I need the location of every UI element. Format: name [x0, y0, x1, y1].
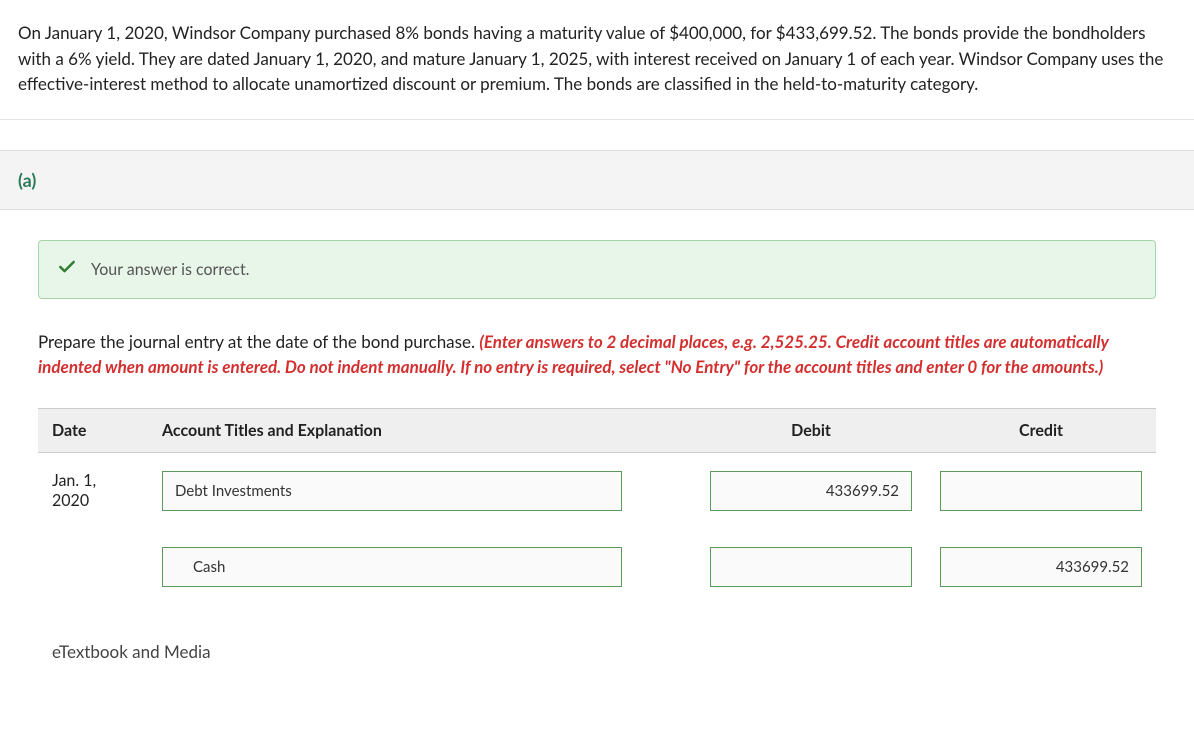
account-cell: Debt Investments: [148, 463, 696, 519]
debit-cell: [696, 539, 926, 595]
col-header-debit: Debit: [696, 409, 926, 452]
account-input[interactable]: Cash: [162, 547, 622, 587]
credit-input[interactable]: 433699.52: [940, 547, 1142, 587]
credit-value: 433699.52: [1056, 558, 1129, 576]
col-header-account: Account Titles and Explanation: [148, 409, 696, 452]
table-row: Cash 433699.52: [38, 529, 1156, 605]
col-header-credit: Credit: [926, 409, 1156, 452]
part-header: (a): [0, 150, 1194, 210]
part-body: Your answer is correct. Prepare the jour…: [0, 210, 1194, 672]
date-cell: Jan. 1, 2020: [38, 463, 148, 513]
col-header-date: Date: [38, 409, 148, 452]
instructions: Prepare the journal entry at the date of…: [38, 329, 1156, 380]
etextbook-media-link[interactable]: eTextbook and Media: [38, 633, 1156, 662]
date-line1: Jan. 1,: [52, 471, 96, 490]
check-icon: [57, 257, 77, 282]
instructions-black: Prepare the journal entry at the date of…: [38, 331, 479, 352]
question-text: On January 1, 2020, Windsor Company purc…: [0, 0, 1194, 120]
debit-value: 433699.52: [826, 482, 899, 500]
answer-correct-banner: Your answer is correct.: [38, 240, 1156, 299]
date-cell: [38, 539, 148, 547]
account-value: Cash: [175, 558, 225, 576]
journal-entry-table: Date Account Titles and Explanation Debi…: [38, 408, 1156, 605]
credit-cell: [926, 463, 1156, 519]
account-cell: Cash: [148, 539, 696, 595]
credit-cell: 433699.52: [926, 539, 1156, 595]
credit-input[interactable]: [940, 471, 1142, 511]
debit-input[interactable]: [710, 547, 912, 587]
table-row: Jan. 1, 2020 Debt Investments 433699.52: [38, 453, 1156, 529]
debit-input[interactable]: 433699.52: [710, 471, 912, 511]
account-value: Debt Investments: [175, 482, 292, 500]
debit-cell: 433699.52: [696, 463, 926, 519]
date-line2: 2020: [52, 491, 89, 510]
account-input[interactable]: Debt Investments: [162, 471, 622, 511]
table-header-row: Date Account Titles and Explanation Debi…: [38, 408, 1156, 453]
feedback-message: Your answer is correct.: [91, 260, 249, 279]
